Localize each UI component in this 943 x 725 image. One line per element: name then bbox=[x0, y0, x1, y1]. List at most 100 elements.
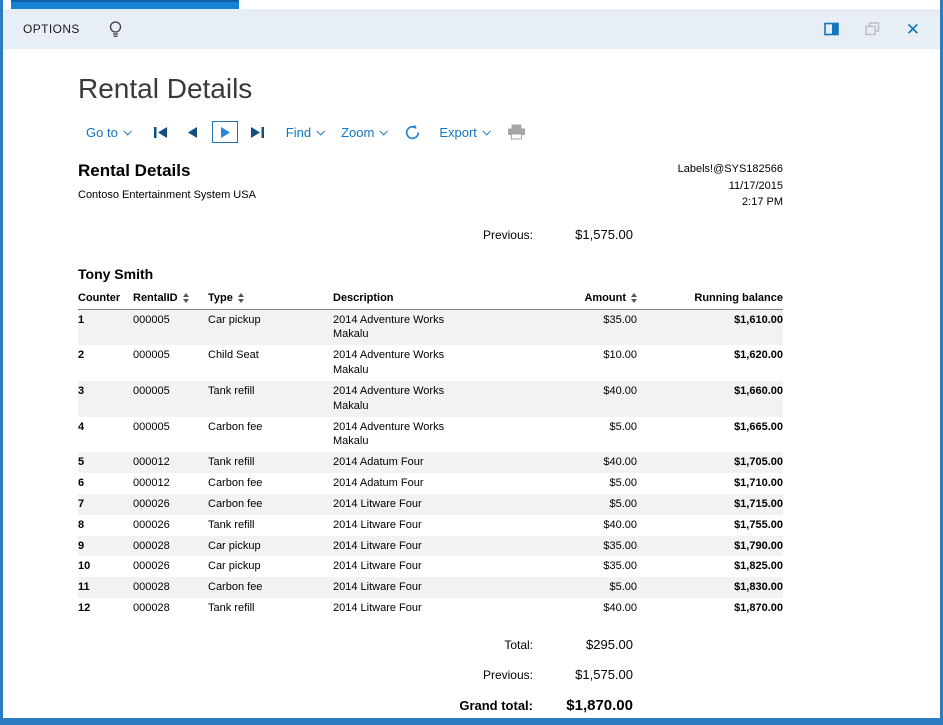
company-name: Contoso Entertainment System USA bbox=[78, 189, 256, 201]
cell-rental_id: 000028 bbox=[133, 581, 170, 594]
cell-balance: $1,755.00 bbox=[734, 518, 783, 531]
report-date: 11/17/2015 bbox=[728, 179, 783, 192]
popout-icon[interactable] bbox=[823, 22, 839, 36]
cell-balance: $1,665.00 bbox=[734, 420, 783, 433]
cell-balance: $1,705.00 bbox=[734, 456, 783, 469]
cell-counter: 2 bbox=[78, 349, 85, 362]
report-viewer-body: Rental Details Go to bbox=[3, 49, 940, 718]
last-page-button[interactable] bbox=[244, 121, 270, 143]
previous-balance-line: Previous: $1,575.00 bbox=[78, 227, 633, 242]
goto-label: Go to bbox=[86, 124, 118, 140]
column-label: Amount bbox=[584, 291, 626, 304]
total-value: $1,870.00 bbox=[566, 697, 633, 714]
cell-counter: 4 bbox=[78, 420, 85, 433]
table-row: 10 000026 Car pickup 2014 Litware Four $35.0… bbox=[78, 556, 783, 577]
cell-description: 2014 Adatum Four bbox=[333, 456, 424, 469]
cell-rental_id: 000026 bbox=[133, 497, 170, 510]
sort-icon bbox=[237, 292, 244, 303]
export-menu[interactable]: Export bbox=[439, 125, 491, 140]
total-row: Grand total: $1,870.00 bbox=[78, 697, 633, 714]
table-row: 5 000012 Tank refill 2014 Adatum Four $40.00… bbox=[78, 452, 783, 474]
cell-rental_id: 000026 bbox=[133, 560, 170, 573]
zoom-label: Zoom bbox=[341, 124, 375, 140]
cell-amount: $35.00 bbox=[603, 539, 637, 552]
cell-balance: $1,870.00 bbox=[734, 602, 783, 615]
options-bar: OPTIONS ✕ bbox=[3, 9, 940, 49]
column-header-type[interactable]: Type bbox=[208, 292, 333, 304]
sort-up-icon bbox=[182, 292, 189, 297]
sort-icon bbox=[182, 292, 189, 303]
cell-type: Tank refill bbox=[208, 384, 255, 397]
cell-description: 2014 Adventure Works Makalu bbox=[333, 349, 445, 377]
first-page-button[interactable] bbox=[148, 121, 174, 143]
cell-balance: $1,825.00 bbox=[734, 560, 783, 573]
cell-amount: $35.00 bbox=[603, 313, 637, 326]
cell-counter: 1 bbox=[78, 313, 85, 326]
cell-amount: $40.00 bbox=[603, 602, 637, 615]
close-icon[interactable]: ✕ bbox=[905, 19, 920, 39]
options-menu[interactable]: OPTIONS bbox=[23, 22, 80, 36]
table-row: 9 000028 Car pickup 2014 Litware Four $35.00… bbox=[78, 535, 783, 557]
previous-page-button[interactable] bbox=[180, 121, 206, 143]
print-button[interactable] bbox=[507, 124, 526, 140]
total-label: Grand total: bbox=[459, 698, 533, 713]
window-top-strip bbox=[3, 0, 940, 9]
cell-description: 2014 Adventure Works Makalu bbox=[333, 384, 445, 412]
refresh-button[interactable] bbox=[404, 124, 421, 141]
cell-amount: $10.00 bbox=[603, 349, 637, 362]
cell-description: 2014 Adatum Four bbox=[333, 477, 424, 490]
report-table-body: 1 000005 Car pickup 2014 Adventure Works Ma… bbox=[78, 309, 783, 620]
cell-counter: 11 bbox=[78, 581, 90, 594]
table-row: 4 000005 Carbon fee 2014 Adventure Works Ma… bbox=[78, 417, 783, 453]
cell-counter: 3 bbox=[78, 384, 85, 397]
column-header-balance: Running balance bbox=[643, 292, 783, 304]
column-label: Type bbox=[208, 291, 233, 304]
cell-type: Tank refill bbox=[208, 602, 255, 615]
column-header-amount[interactable]: Amount bbox=[568, 292, 643, 304]
totals: Total: $295.00 Previous: $1,575.00 Grand tot… bbox=[78, 637, 633, 714]
cell-description: 2014 Adventure Works Makalu bbox=[333, 420, 445, 448]
total-value: $1,575.00 bbox=[575, 667, 633, 682]
cell-counter: 8 bbox=[78, 518, 85, 531]
titlebar-right-icons: ✕ bbox=[823, 19, 920, 39]
cell-balance: $1,830.00 bbox=[734, 581, 783, 594]
cell-amount: $5.00 bbox=[609, 420, 637, 433]
total-row: Total: $295.00 bbox=[78, 637, 633, 652]
cell-type: Car pickup bbox=[208, 539, 261, 552]
cell-rental_id: 000028 bbox=[133, 539, 170, 552]
cell-description: 2014 Litware Four bbox=[333, 560, 422, 573]
cell-rental_id: 000012 bbox=[133, 477, 170, 490]
previous-page-icon bbox=[187, 126, 197, 138]
table-row: 3 000005 Tank refill 2014 Adventure Works M… bbox=[78, 380, 783, 417]
window-tab[interactable] bbox=[11, 0, 239, 9]
cell-rental_id: 000026 bbox=[133, 518, 170, 531]
cell-description: 2014 Litware Four bbox=[333, 602, 422, 615]
next-page-icon bbox=[220, 126, 230, 138]
first-page-icon bbox=[153, 126, 167, 138]
lightbulb-icon[interactable] bbox=[108, 20, 123, 39]
column-header-rental_id[interactable]: RentalID bbox=[133, 292, 208, 304]
table-row: 8 000026 Tank refill 2014 Litware Four $40.0… bbox=[78, 515, 783, 536]
cell-rental_id: 000005 bbox=[133, 384, 170, 397]
cell-counter: 10 bbox=[78, 560, 91, 573]
goto-menu[interactable]: Go to bbox=[86, 124, 132, 140]
total-label: Total: bbox=[504, 638, 533, 652]
cell-counter: 9 bbox=[78, 539, 85, 552]
sort-up-icon bbox=[631, 292, 637, 297]
cell-rental_id: 000028 bbox=[133, 602, 170, 615]
restore-window-icon[interactable] bbox=[865, 22, 880, 36]
cell-description: 2014 Adventure Works Makalu bbox=[333, 313, 445, 341]
sort-icon bbox=[631, 292, 637, 303]
total-label: Previous: bbox=[482, 668, 533, 682]
previous-value: $1,575.00 bbox=[575, 226, 633, 242]
chevron-down-icon bbox=[482, 127, 491, 136]
next-page-button[interactable] bbox=[211, 121, 238, 143]
cell-counter: 12 bbox=[78, 602, 91, 615]
cell-amount: $35.00 bbox=[603, 560, 637, 573]
last-page-icon bbox=[250, 126, 264, 138]
cell-counter: 6 bbox=[78, 477, 85, 490]
cell-amount: $40.00 bbox=[603, 456, 637, 469]
find-menu[interactable]: Find bbox=[286, 125, 326, 140]
zoom-menu[interactable]: Zoom bbox=[341, 124, 389, 140]
report-time: 2:17 PM bbox=[742, 196, 783, 208]
